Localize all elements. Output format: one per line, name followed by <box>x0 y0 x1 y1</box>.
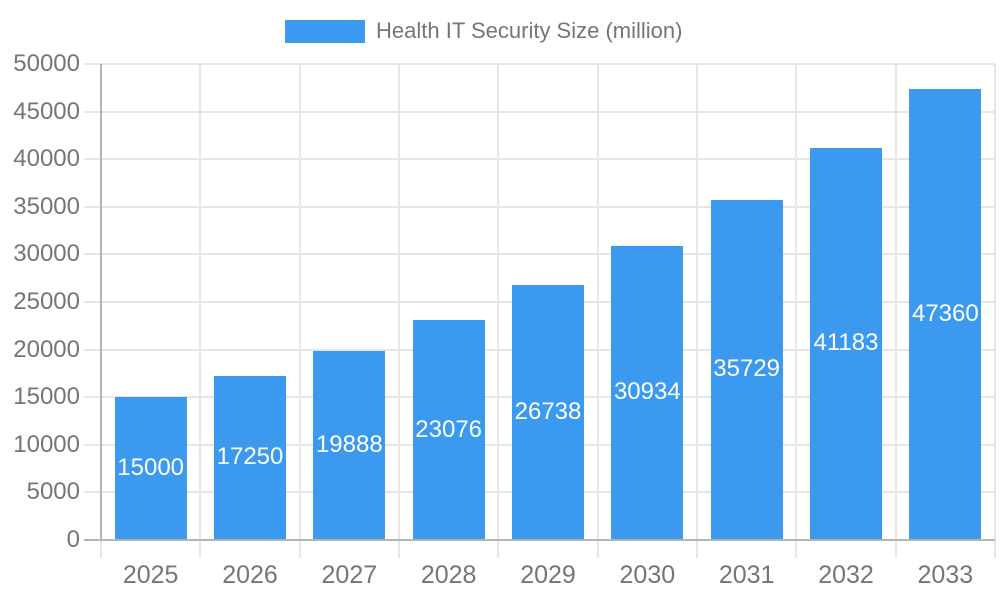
bar-value-label: 23076 <box>415 415 483 443</box>
bar-value-label: 26738 <box>514 398 582 426</box>
gridline-vertical <box>696 64 698 558</box>
y-tick-label: 40000 <box>13 145 80 173</box>
x-tick-label: 2028 <box>420 561 477 589</box>
bar-value-label: 17250 <box>216 443 284 471</box>
x-tick-label: 2031 <box>718 561 775 589</box>
bar[interactable] <box>710 199 783 539</box>
bar[interactable] <box>909 89 982 539</box>
bar[interactable] <box>512 285 584 539</box>
x-tick-label: 2027 <box>321 561 378 589</box>
bar-value-label: 15000 <box>117 454 185 482</box>
bar[interactable] <box>214 375 286 539</box>
x-tick-label: 2030 <box>619 561 676 589</box>
bar-value-label: 41183 <box>813 329 879 357</box>
gridline-vertical <box>298 64 301 558</box>
bar[interactable] <box>114 397 187 539</box>
y-tick-label: 30000 <box>13 240 80 268</box>
y-tick-label: 20000 <box>13 335 80 363</box>
gridline-horizontal <box>84 205 995 208</box>
x-tick-label: 2025 <box>122 561 179 589</box>
y-tick-label: 45000 <box>13 97 80 125</box>
gridline-vertical <box>894 64 897 558</box>
y-tick-label: 10000 <box>13 430 80 458</box>
gridline-vertical <box>596 64 599 558</box>
legend-label: Health IT Security Size (million) <box>376 18 683 43</box>
bar[interactable] <box>313 350 386 539</box>
y-axis-line <box>100 64 102 540</box>
gridline-horizontal <box>84 158 995 161</box>
gridline-vertical <box>795 64 798 558</box>
y-tick-label: 15000 <box>13 383 80 411</box>
legend[interactable]: Health IT Security Size (million) <box>285 18 682 44</box>
bar-value-label: 35729 <box>713 355 781 383</box>
x-axis-line <box>84 539 995 541</box>
y-tick-label: 25000 <box>13 288 80 315</box>
bar[interactable] <box>810 147 882 539</box>
gridline-vertical <box>994 64 996 558</box>
y-tick-label: 35000 <box>13 192 80 220</box>
bar-value-label: 47360 <box>911 300 979 328</box>
bar-value-label: 19888 <box>315 430 383 458</box>
x-tick-label: 2029 <box>520 561 576 589</box>
x-tick-label: 2026 <box>222 561 278 589</box>
gridline-vertical <box>398 64 400 558</box>
y-tick-label: 50000 <box>13 50 80 77</box>
bar[interactable] <box>412 320 485 539</box>
y-tick-label: 5000 <box>26 478 80 506</box>
gridline-horizontal <box>84 253 995 256</box>
x-tick-label: 2032 <box>818 561 874 589</box>
gridline-vertical <box>497 64 500 558</box>
bar[interactable] <box>611 245 684 539</box>
x-tick-label: 2033 <box>917 561 974 589</box>
gridline-vertical <box>199 64 202 558</box>
legend-swatch-icon <box>285 19 365 43</box>
y-tick-label: 0 <box>66 526 80 553</box>
gridline-horizontal <box>84 63 995 65</box>
gridline-horizontal <box>84 110 995 113</box>
bar-value-label: 30934 <box>613 378 681 406</box>
